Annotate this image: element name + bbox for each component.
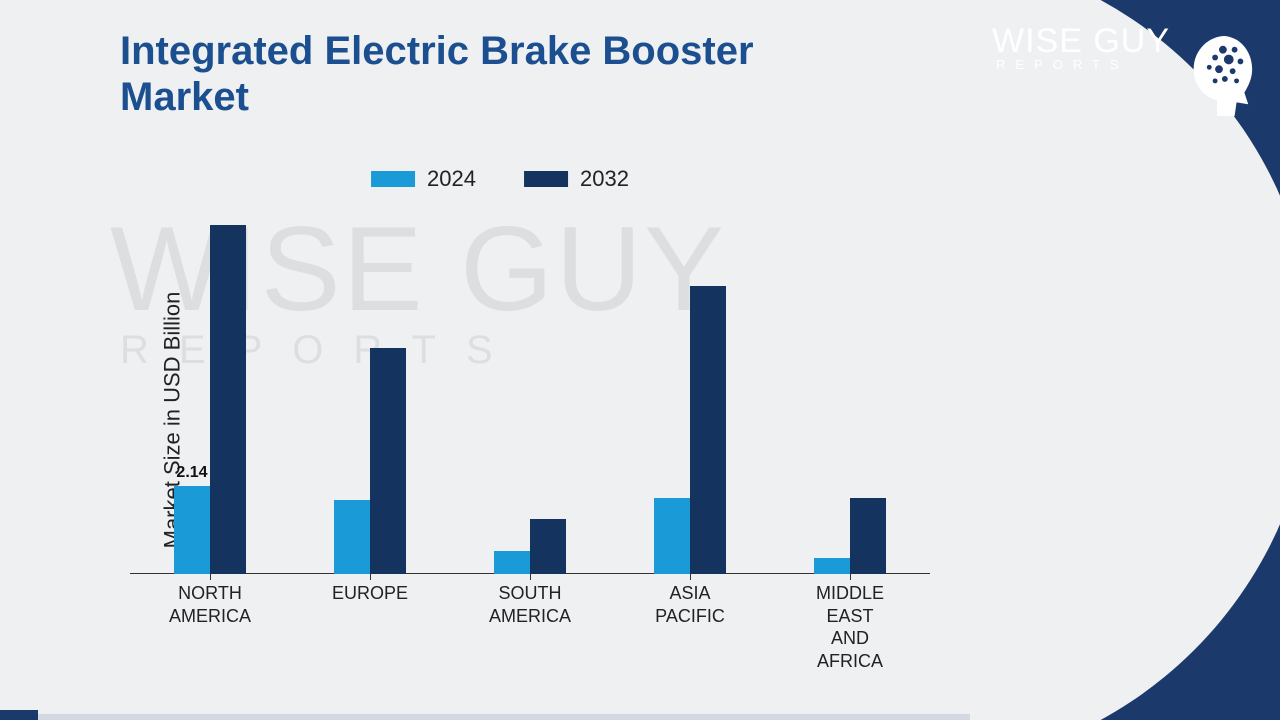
bar-2024 xyxy=(814,558,850,574)
x-tick xyxy=(850,574,851,580)
bar-2032 xyxy=(210,225,246,574)
bar-group: SOUTHAMERICA xyxy=(460,519,600,575)
bar-2024 xyxy=(654,498,690,574)
x-tick xyxy=(690,574,691,580)
legend-swatch-2024 xyxy=(371,171,415,187)
bar-2032 xyxy=(850,498,886,574)
chart: Market Size in USD Billion 2024 2032 2.1… xyxy=(50,160,950,680)
legend: 2024 2032 xyxy=(371,166,629,192)
category-label: ASIAPACIFIC xyxy=(620,574,760,627)
right-accent-panel xyxy=(970,0,1280,720)
x-tick xyxy=(370,574,371,580)
category-label: NORTHAMERICA xyxy=(140,574,280,627)
bar-2024 xyxy=(174,486,210,574)
bar-2024 xyxy=(494,551,530,574)
bar-2032 xyxy=(690,286,726,574)
bottom-accent-bar-light xyxy=(0,714,970,720)
x-tick xyxy=(530,574,531,580)
bar-2032 xyxy=(370,348,406,574)
bar-group: 2.14NORTHAMERICA xyxy=(140,225,280,574)
legend-label-2032: 2032 xyxy=(580,166,629,192)
legend-item-2024: 2024 xyxy=(371,166,476,192)
bar-group: EUROPE xyxy=(300,348,440,574)
brand-logo-main-text: WISE GUY xyxy=(992,22,1170,60)
category-label: MIDDLEEASTANDAFRICA xyxy=(780,574,920,672)
x-tick xyxy=(210,574,211,580)
brand-logo-sub: REPORTS xyxy=(992,57,1252,72)
legend-swatch-2032 xyxy=(524,171,568,187)
chart-title: Integrated Electric Brake Booster Market xyxy=(120,28,820,120)
bar-group: MIDDLEEASTANDAFRICA xyxy=(780,498,920,574)
bar-value-label: 2.14 xyxy=(174,464,210,486)
bar-group: ASIAPACIFIC xyxy=(620,286,760,574)
bar-2024 xyxy=(334,500,370,574)
bar-2032 xyxy=(530,519,566,575)
legend-label-2024: 2024 xyxy=(427,166,476,192)
plot-area: 2.14NORTHAMERICAEUROPE SOUTHAMERICA ASIAPA… xyxy=(130,204,930,574)
category-label: SOUTHAMERICA xyxy=(460,574,600,627)
legend-item-2032: 2032 xyxy=(524,166,629,192)
brand-logo: WISE GUY REPORTS xyxy=(992,22,1252,72)
brand-logo-main: WISE GUY xyxy=(992,22,1252,61)
